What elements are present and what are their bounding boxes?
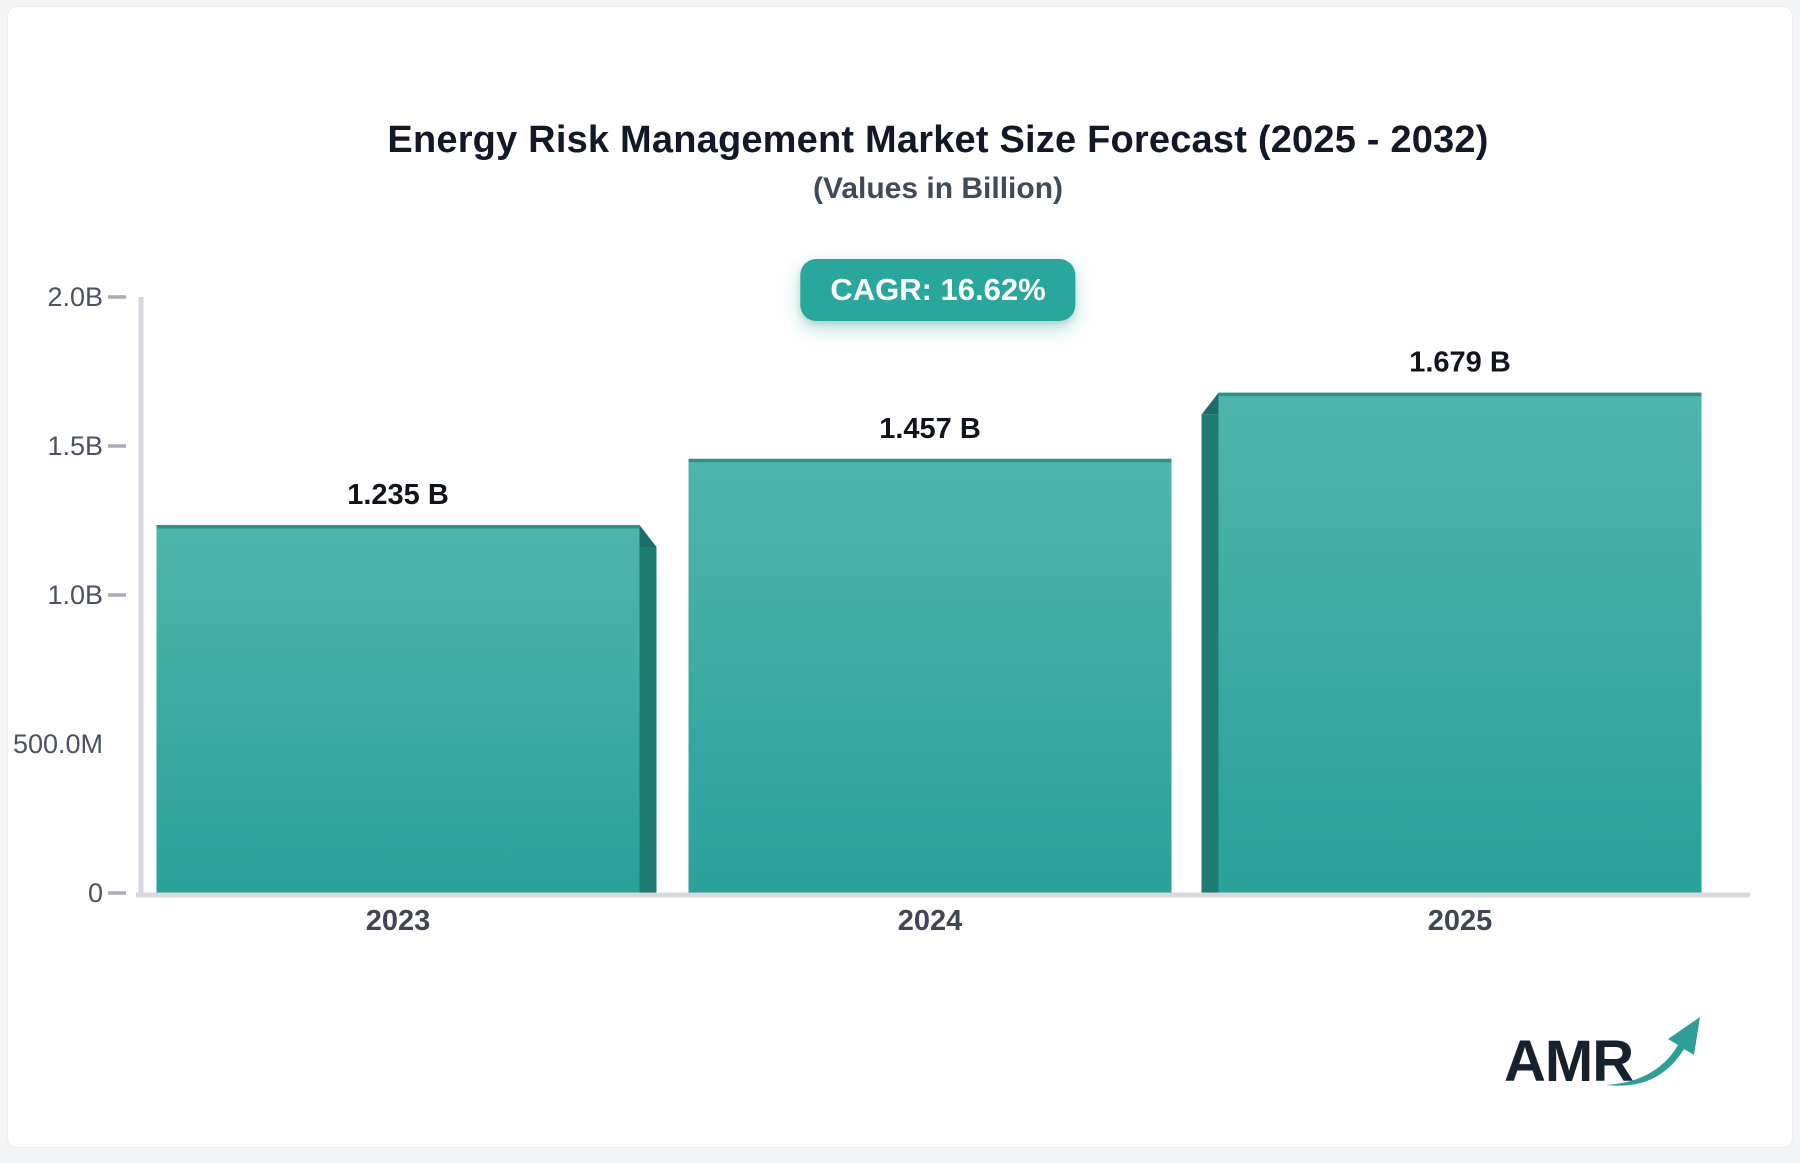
chart-title: Energy Risk Management Market Size Forec… [387,119,1489,161]
y-axis-tick-label: 1.5B [47,431,103,461]
cagr-badge: CAGR: 16.62% [800,259,1076,321]
x-axis-category-label: 2023 [366,905,431,937]
chart-subtitle: (Values in Billion) [812,172,1064,205]
y-axis-tick-label: 0 [88,878,103,908]
amr-logo-text: AMR [1504,1029,1634,1094]
amr-logo: AMR [1504,1015,1700,1095]
y-axis-tick-label: 500.0M [13,729,103,759]
trending-up-arrow-icon [1606,1017,1700,1086]
bar-value-label: 1.679 B [1409,347,1511,379]
bar-value-label: 1.235 B [347,479,449,511]
chart-card: Energy Risk Management Market Size Forec… [7,6,1793,1148]
x-axis-category-label: 2025 [1428,905,1493,937]
y-axis-tick-label: 2.0B [47,282,103,312]
y-axis-tick-label: 1.0B [47,580,103,610]
bar-value-label: 1.457 B [879,413,981,445]
bar-chart: 1.235 B 2023 1.457 B 2024 1.679 B 2025 2.0B 1.5… [13,282,1750,937]
x-axis-category-label: 2024 [898,905,963,937]
